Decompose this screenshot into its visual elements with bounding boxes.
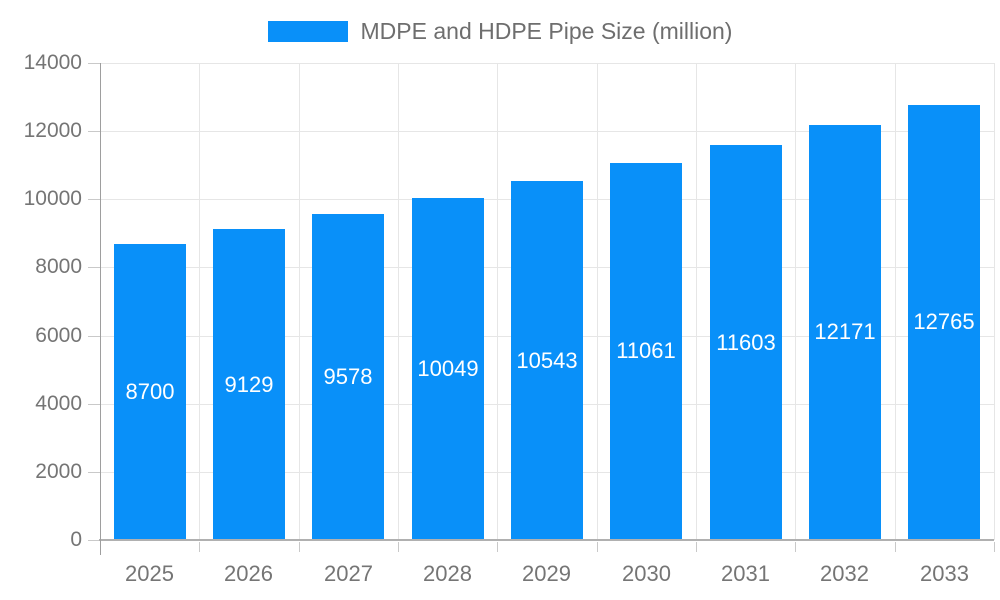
x-tick [398,542,399,552]
v-gridline [994,63,995,540]
x-tick-label: 2026 [224,561,273,586]
v-gridline [597,63,598,540]
y-tick [88,267,100,268]
y-tick-label: 0 [70,528,82,551]
bar[interactable] [114,244,186,540]
x-tick [795,542,796,552]
v-gridline [895,63,896,540]
y-tick-label: 4000 [35,392,82,415]
x-tick-label: 2025 [125,561,174,586]
bar[interactable] [809,125,881,540]
y-tick [88,131,100,132]
bar[interactable] [312,214,384,540]
x-tick-label: 2033 [920,561,969,586]
bar[interactable] [610,163,682,540]
bar[interactable] [710,145,782,540]
y-tick-label: 2000 [35,460,82,483]
y-tick [88,63,100,64]
y-tick [88,199,100,200]
y-tick-label: 6000 [35,324,82,347]
v-gridline [398,63,399,540]
x-tick [597,542,598,552]
x-tick-label: 2031 [721,561,770,586]
y-tick [88,404,100,405]
x-tick-label: 2032 [820,561,869,586]
x-tick [199,542,200,552]
y-tick [88,540,100,541]
h-gridline [100,63,994,64]
y-tick-label: 12000 [23,119,82,142]
v-gridline [696,63,697,540]
bar[interactable] [511,181,583,540]
x-tick [497,542,498,552]
x-tick [299,542,300,552]
y-tick-label: 8000 [35,255,82,278]
v-gridline [497,63,498,540]
v-gridline [199,63,200,540]
x-tick [994,542,995,552]
bar[interactable] [213,229,285,540]
x-tick-label: 2028 [423,561,472,586]
x-tick [895,542,896,552]
chart-legend[interactable]: MDPE and HDPE Pipe Size (million) [0,18,1000,44]
y-tick [88,472,100,473]
x-tick-label: 2030 [622,561,671,586]
x-tick [696,542,697,552]
y-tick [88,336,100,337]
legend-label: MDPE and HDPE Pipe Size (million) [360,18,733,44]
v-gridline [795,63,796,540]
y-tick-label: 10000 [23,187,82,210]
x-tick-label: 2029 [522,561,571,586]
legend-swatch [267,20,348,42]
y-tick-label: 14000 [23,51,82,74]
bar[interactable] [908,105,980,540]
x-tick-label: 2027 [324,561,373,586]
y-axis-line [100,63,101,555]
bar[interactable] [412,198,484,540]
v-gridline [299,63,300,540]
